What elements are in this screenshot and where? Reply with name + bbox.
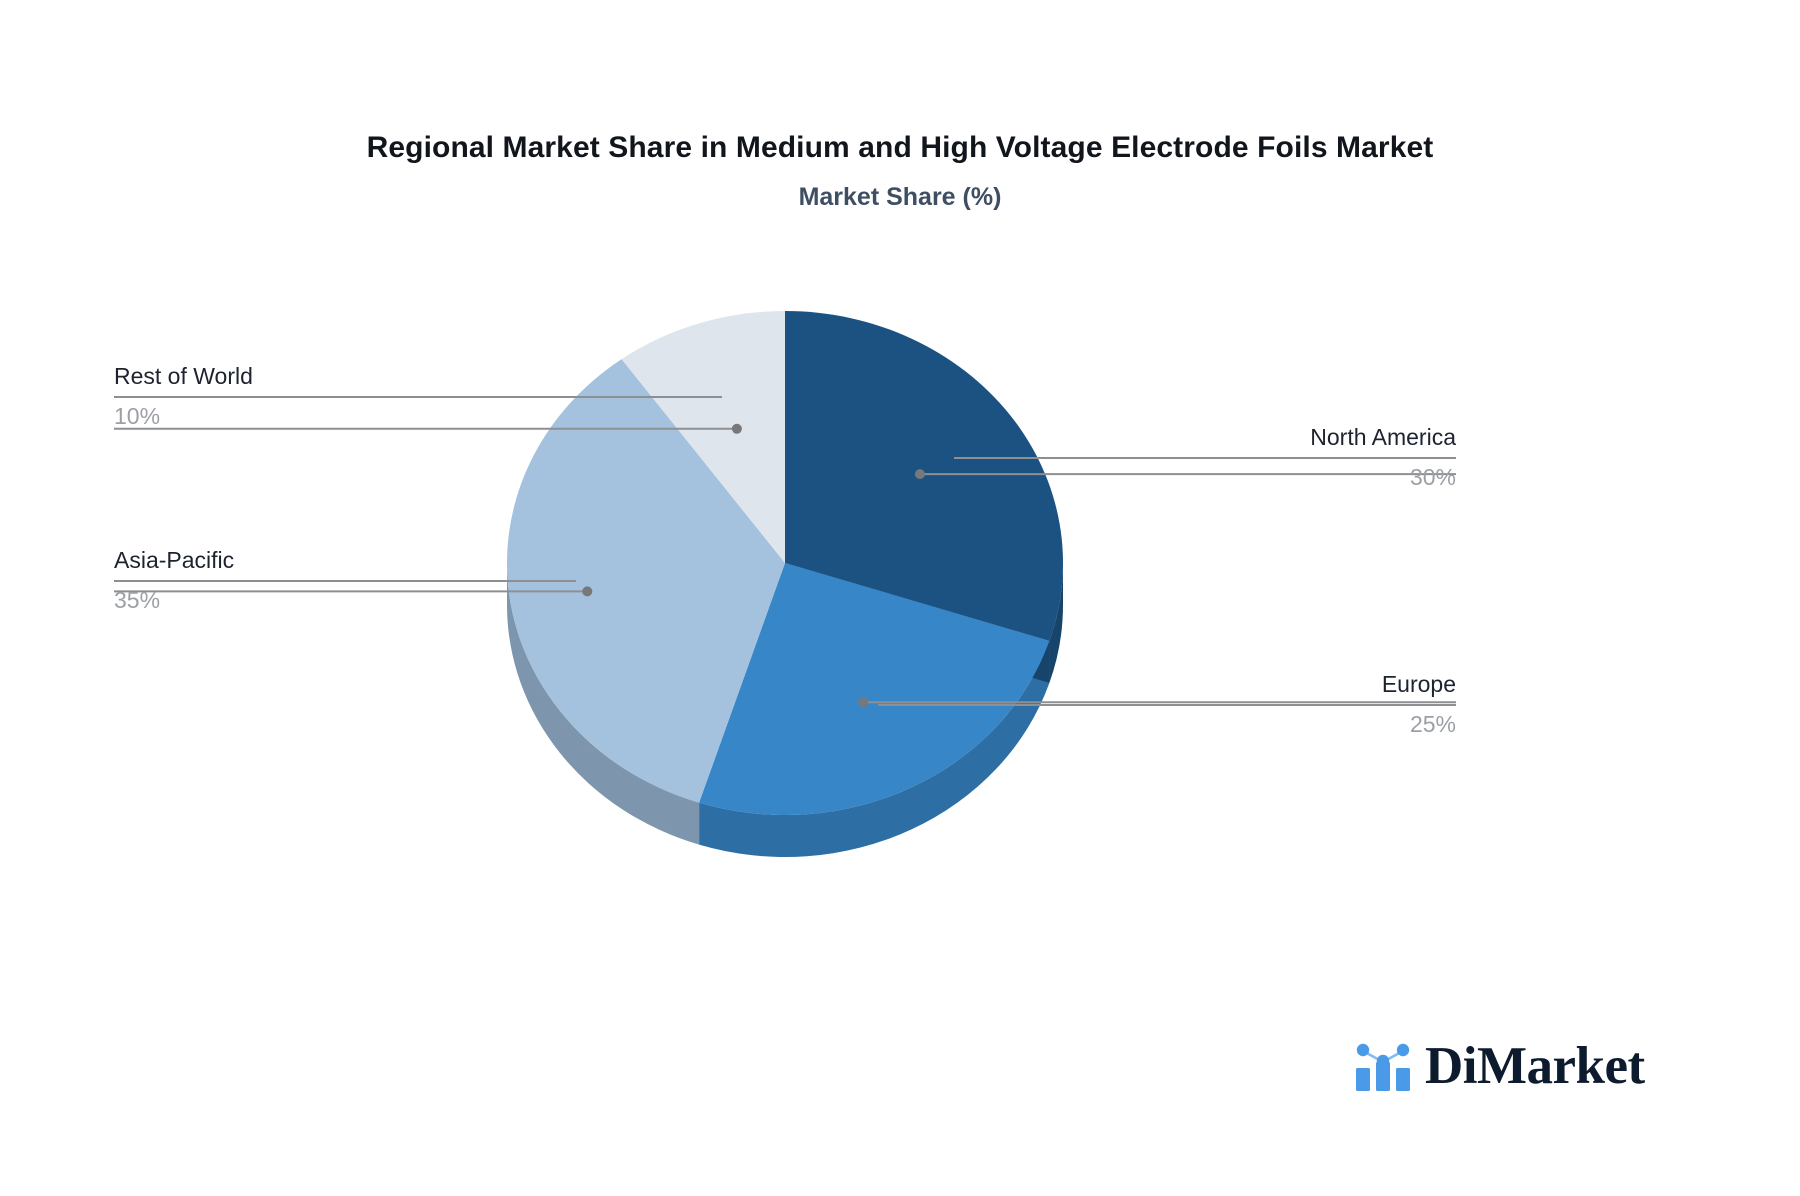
callout-rest-of-world: Rest of World 10% [114,362,722,431]
callout-rule [878,703,1456,706]
leader-anchor-dot [914,469,925,480]
leader-anchor-dot [858,697,869,708]
logo-wordmark: DiMarket [1425,1037,1645,1095]
callout-rule [114,395,722,398]
callout-europe: Europe 25% [878,670,1456,739]
pie-slice-rest-of-world[interactable] [621,311,785,563]
callout-label: Asia-Pacific [114,547,235,573]
leader-anchor-dot [731,423,742,434]
pie-slice-side [699,640,1050,858]
callout-label: Europe [1381,671,1456,697]
callout-value: 30% [1409,463,1456,490]
callout-north-america: North America 30% [954,423,1456,492]
leader-anchor-dot [582,586,593,597]
callout-value: 10% [114,402,161,429]
callout-rule [114,579,576,582]
callout-rule [954,456,1456,459]
pie-slice-side [507,563,700,845]
callout-asia-pacific: Asia-Pacific 35% [114,546,576,615]
leader-lines [114,423,1456,708]
bar-chart-icon [1356,1043,1410,1091]
callout-label: Rest of World [114,363,253,389]
callout-value: 35% [114,586,161,613]
callout-label: North America [1310,424,1456,450]
pie-slice-europe[interactable] [699,563,1050,815]
callout-value: 25% [1409,710,1456,737]
pie-slice-asia-pacific[interactable] [507,359,785,803]
pie-slice-side [1049,563,1063,683]
dimarket-logo: DiMarket [1352,1040,1645,1093]
